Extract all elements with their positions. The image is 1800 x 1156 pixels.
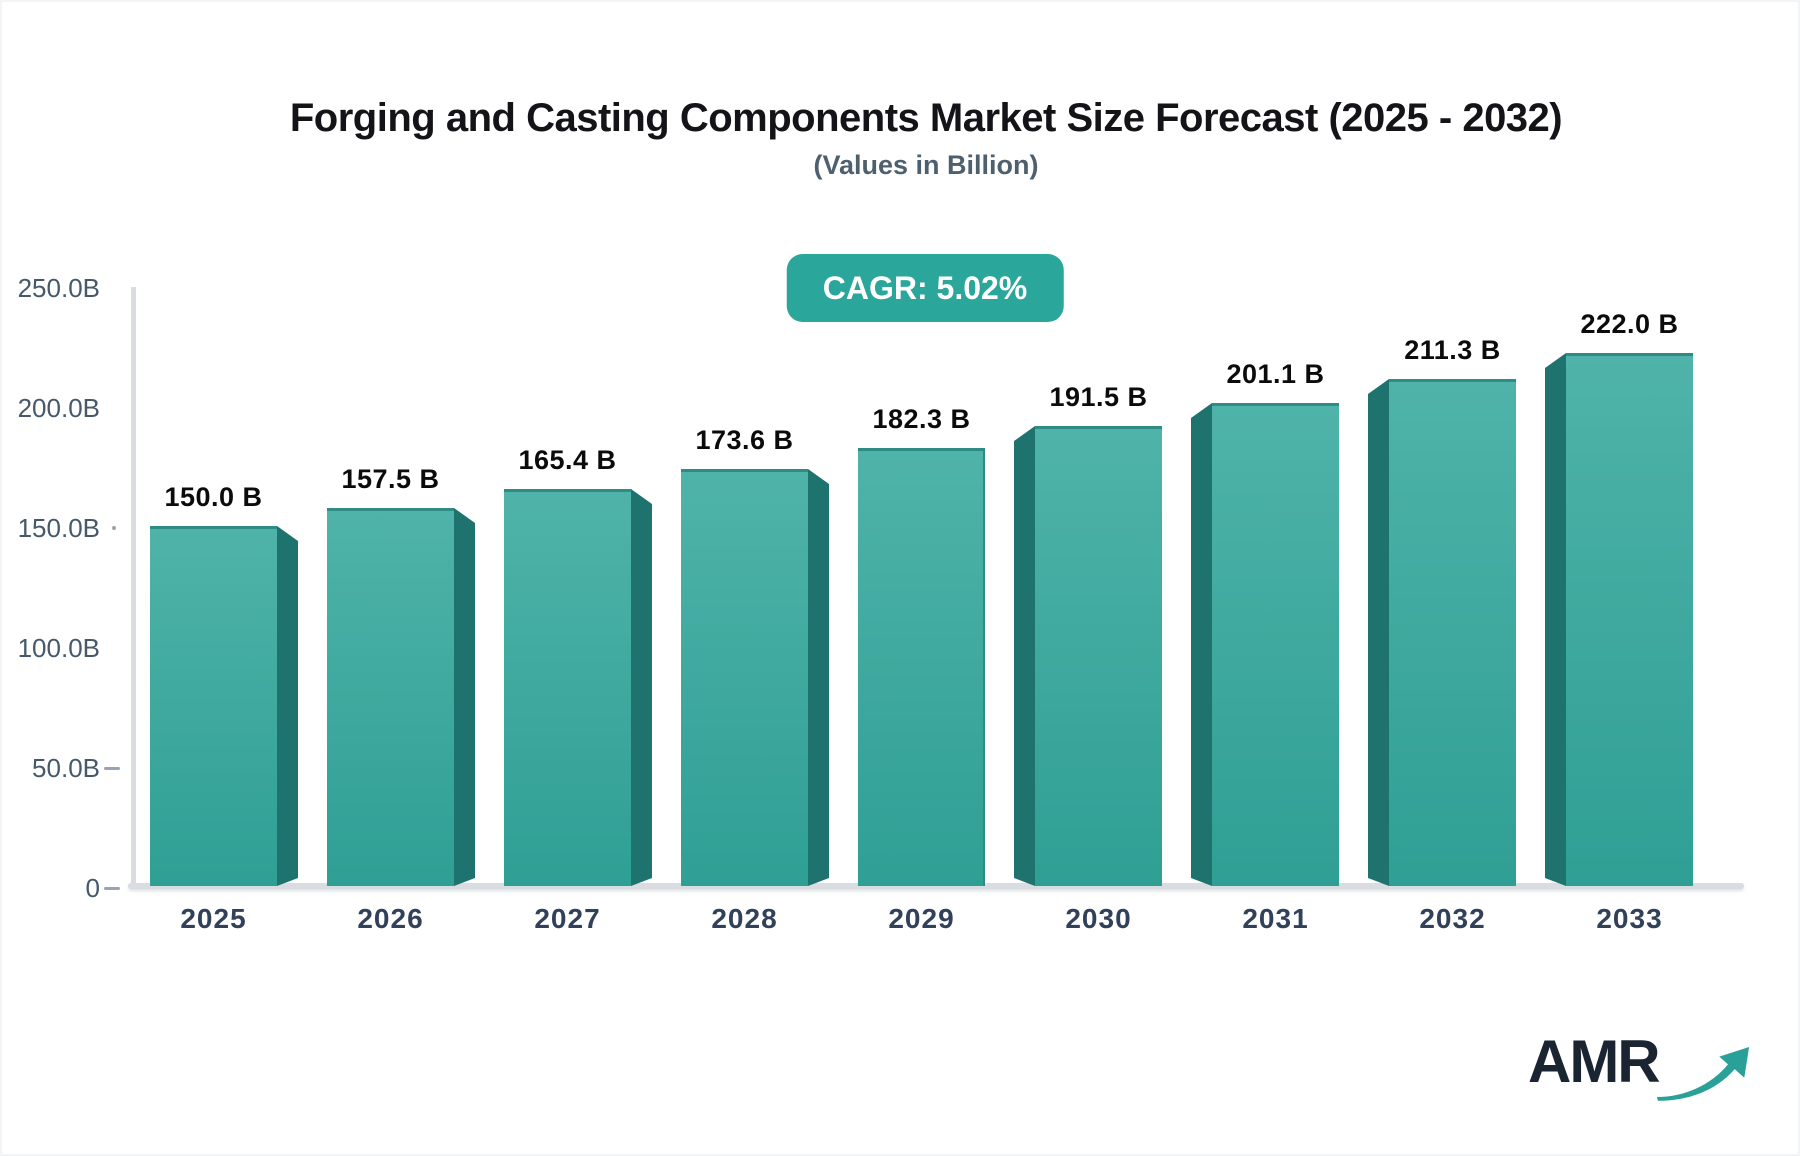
bar-value-label-2027: 165.4 B — [518, 445, 617, 475]
y-axis-tick — [112, 526, 116, 530]
y-axis-label-150.0B: 150.0B — [17, 513, 100, 543]
y-axis-label-0: 0 — [85, 873, 100, 903]
growth-arrow-icon — [1655, 1040, 1751, 1109]
y-axis-label-250.0B: 250.0B — [17, 273, 100, 303]
x-axis-label-2031: 2031 — [1242, 903, 1309, 934]
bar-2030 — [1035, 426, 1162, 886]
bar-2028 — [681, 469, 808, 886]
bar-2026 — [327, 508, 454, 886]
y-axis-line — [131, 287, 136, 888]
bar-value-label-2030: 191.5 B — [1049, 382, 1148, 412]
bar-value-label-2026: 157.5 B — [341, 464, 440, 494]
bar-value-label-2025: 150.0 B — [164, 482, 263, 512]
x-axis-label-2033: 2033 — [1596, 903, 1663, 934]
bar-2025 — [150, 526, 277, 886]
y-axis-tick — [104, 887, 120, 890]
bar-2033 — [1566, 353, 1693, 886]
chart-title: Forging and Casting Components Market Si… — [289, 96, 1563, 140]
cagr-badge: CAGR: 5.02% — [786, 254, 1064, 322]
y-axis-label-100.0B: 100.0B — [17, 633, 100, 663]
x-axis-label-2030: 2030 — [1065, 903, 1132, 934]
amr-logo: AMR — [1528, 1030, 1751, 1109]
x-axis-label-2027: 2027 — [534, 903, 601, 934]
bar-value-label-2028: 173.6 B — [695, 425, 794, 455]
x-axis-line — [128, 883, 1744, 889]
bar-side-2028 — [808, 469, 829, 886]
y-axis-label-50.0B: 50.0B — [32, 753, 100, 783]
bar-side-2032 — [1368, 379, 1389, 886]
chart-subtitle: (Values in Billion) — [813, 150, 1039, 180]
bar-2032 — [1389, 379, 1516, 886]
bar-value-label-2031: 201.1 B — [1226, 359, 1325, 389]
bar-side-2025 — [277, 526, 298, 886]
amr-logo-text: AMR — [1528, 1028, 1661, 1095]
bar-side-2026 — [454, 508, 475, 886]
bar-side-2031 — [1191, 403, 1212, 886]
bar-side-2027 — [631, 489, 652, 886]
x-axis-label-2029: 2029 — [888, 903, 955, 934]
x-axis-label-2025: 2025 — [180, 903, 247, 934]
x-axis-label-2032: 2032 — [1419, 903, 1486, 934]
bar-2027 — [504, 489, 631, 886]
bar-2031 — [1212, 403, 1339, 886]
bar-value-label-2029: 182.3 B — [872, 404, 971, 434]
bar-value-label-2032: 211.3 B — [1404, 335, 1501, 365]
x-axis-label-2026: 2026 — [357, 903, 424, 934]
y-axis-tick — [104, 767, 120, 770]
x-axis-label-2028: 2028 — [711, 903, 778, 934]
bar-2029 — [858, 448, 985, 886]
bar-value-label-2033: 222.0 B — [1580, 309, 1679, 339]
bar-side-2033 — [1545, 353, 1566, 886]
bar-side-2030 — [1014, 426, 1035, 886]
y-axis-label-200.0B: 200.0B — [17, 393, 100, 423]
